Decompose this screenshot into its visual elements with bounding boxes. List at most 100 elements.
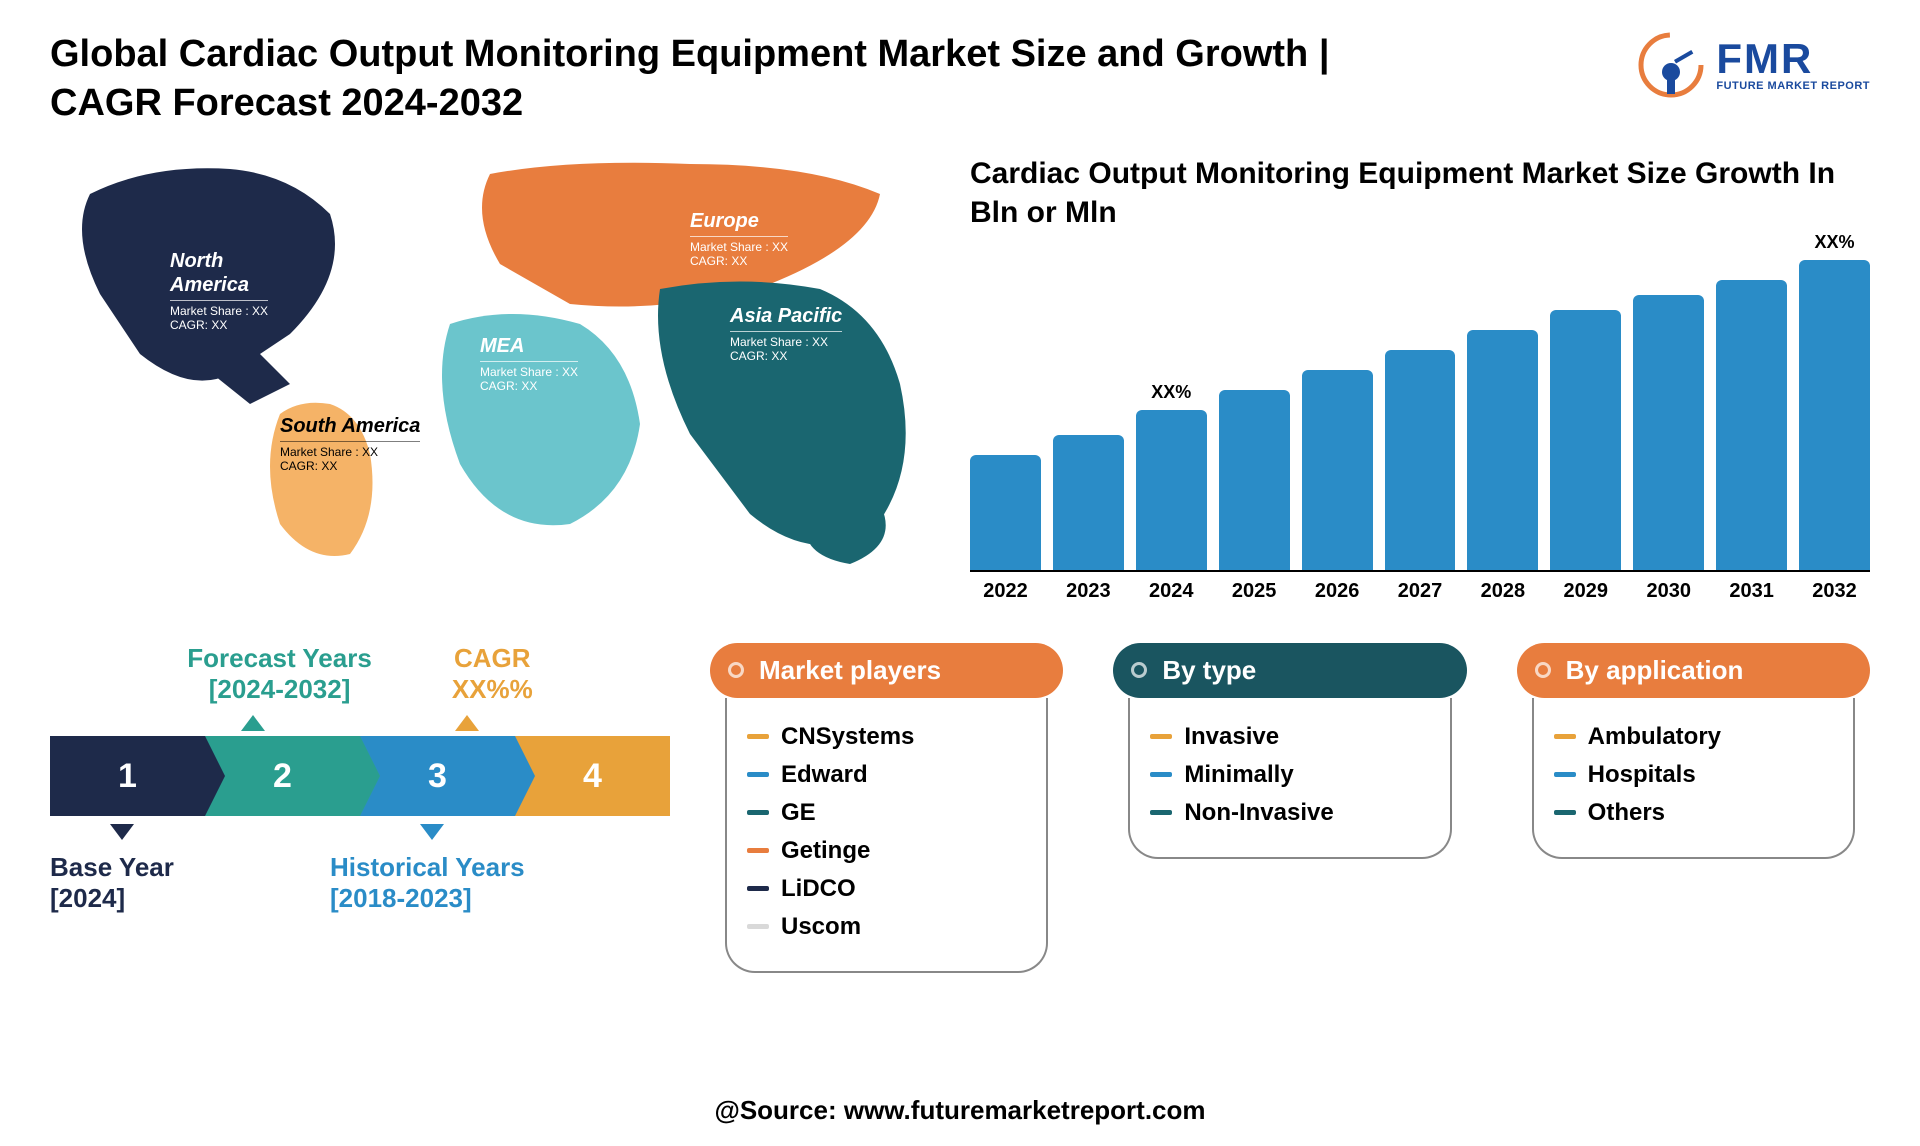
year-axis: 2022202320242025202620272028202920302031… bbox=[970, 580, 1870, 603]
arrow-up-icon bbox=[455, 715, 479, 731]
category-item-label: GE bbox=[781, 799, 816, 827]
category-item-label: Others bbox=[1588, 799, 1665, 827]
region-label-eu: EuropeMarket Share : XXCAGR: XX bbox=[690, 209, 788, 269]
bar-rect bbox=[1385, 350, 1456, 570]
marker-icon bbox=[747, 810, 769, 815]
region-cagr: CAGR: XX bbox=[690, 254, 788, 268]
category-header-text: By application bbox=[1566, 655, 1744, 686]
category-item-label: Getinge bbox=[781, 837, 870, 865]
year-label: 2030 bbox=[1633, 580, 1704, 603]
bar-rect bbox=[1799, 260, 1870, 570]
region-name: Asia Pacific bbox=[730, 304, 842, 328]
marker-icon bbox=[1554, 772, 1576, 777]
region-cagr: CAGR: XX bbox=[480, 379, 578, 393]
timeline-top-label-0: Forecast Years[2024-2032] bbox=[187, 643, 372, 705]
year-label: 2028 bbox=[1467, 580, 1538, 603]
timeline-segment-2: 2 bbox=[205, 736, 360, 816]
category-item-label: CNSystems bbox=[781, 723, 914, 751]
marker-icon bbox=[1150, 734, 1172, 739]
timeline: Forecast Years[2024-2032] CAGRXX%% 1234 Bas… bbox=[50, 643, 670, 973]
category-header-text: Market players bbox=[759, 655, 941, 686]
marker-icon bbox=[747, 924, 769, 929]
bar-rect bbox=[1716, 280, 1787, 570]
category-body: Invasive Minimally Non-Invasive bbox=[1128, 698, 1451, 859]
bar-rect bbox=[1219, 390, 1290, 570]
category-item-label: Uscom bbox=[781, 913, 861, 941]
header: Global Cardiac Output Monitoring Equipme… bbox=[50, 30, 1870, 129]
timeline-top-label-1: CAGRXX%% bbox=[452, 643, 533, 705]
source-attribution: @Source: www.futuremarketreport.com bbox=[714, 1095, 1205, 1126]
bar-2031 bbox=[1716, 280, 1787, 570]
category-item: Non-Invasive bbox=[1150, 799, 1429, 827]
bar-2024: XX% bbox=[1136, 410, 1207, 570]
bar-rect bbox=[1550, 310, 1621, 570]
region-cagr: CAGR: XX bbox=[280, 459, 420, 473]
category-item-label: Minimally bbox=[1184, 761, 1293, 789]
marker-icon bbox=[747, 734, 769, 739]
timeline-segment-4: 4 bbox=[515, 736, 670, 816]
year-label: 2025 bbox=[1219, 580, 1290, 603]
logo-sub-text: FUTURE MARKET REPORT bbox=[1716, 80, 1870, 92]
category-item-label: Edward bbox=[781, 761, 868, 789]
marker-icon bbox=[1150, 810, 1172, 815]
marker-icon bbox=[747, 886, 769, 891]
timeline-bottom-label-0: Base Year[2024] bbox=[50, 852, 174, 914]
bar-2023 bbox=[1053, 435, 1124, 570]
category-2: By application AmbulatoryHospitalsOthers bbox=[1517, 643, 1870, 973]
category-item: Minimally bbox=[1150, 761, 1429, 789]
timeline-segment-1: 1 bbox=[50, 736, 205, 816]
timeline-segment-3: 3 bbox=[360, 736, 515, 816]
arrow-down-icon bbox=[110, 824, 134, 840]
category-item: LiDCO bbox=[747, 875, 1026, 903]
bullet-icon bbox=[1131, 662, 1147, 678]
bar-label: XX% bbox=[1151, 382, 1191, 403]
region-name: South America bbox=[280, 414, 420, 438]
bar-2030 bbox=[1633, 295, 1704, 570]
category-body: CNSystems Edward GE Getinge LiDCO Uscom bbox=[725, 698, 1048, 973]
category-item: Edward bbox=[747, 761, 1026, 789]
category-item-label: LiDCO bbox=[781, 875, 856, 903]
region-share: Market Share : XX bbox=[730, 335, 842, 349]
bullet-icon bbox=[1535, 662, 1551, 678]
chart-area: Cardiac Output Monitoring Equipment Mark… bbox=[970, 154, 1870, 603]
bullet-icon bbox=[728, 662, 744, 678]
year-label: 2029 bbox=[1550, 580, 1621, 603]
bar-2027 bbox=[1385, 350, 1456, 570]
marker-icon bbox=[1554, 734, 1576, 739]
category-header-text: By type bbox=[1162, 655, 1256, 686]
region-label-na: NorthAmerica Market Share : XXCAGR: XX bbox=[170, 249, 268, 333]
region-share: Market Share : XX bbox=[280, 445, 420, 459]
category-item-label: Ambulatory bbox=[1588, 723, 1721, 751]
lower-section: Forecast Years[2024-2032] CAGRXX%% 1234 Bas… bbox=[50, 643, 1870, 973]
region-share: Market Share : XX bbox=[170, 304, 268, 318]
region-share: Market Share : XX bbox=[690, 240, 788, 254]
world-map: NorthAmericaMarket Share : XXCAGR: XXSou… bbox=[50, 154, 930, 574]
category-item: Others bbox=[1554, 799, 1833, 827]
upper-section: NorthAmericaMarket Share : XXCAGR: XXSou… bbox=[50, 154, 1870, 603]
category-item: CNSystems bbox=[747, 723, 1026, 751]
region-cagr: CAGR: XX bbox=[170, 318, 268, 332]
category-1: By type Invasive Minimally Non-Invasive bbox=[1113, 643, 1466, 973]
bar-rect bbox=[1136, 410, 1207, 570]
region-name: MEA bbox=[480, 334, 578, 358]
category-body: AmbulatoryHospitalsOthers bbox=[1532, 698, 1855, 859]
category-header: By type bbox=[1113, 643, 1466, 698]
category-item: Invasive bbox=[1150, 723, 1429, 751]
bar-chart: XX% XX% bbox=[970, 252, 1870, 572]
category-item-label: Non-Invasive bbox=[1184, 799, 1333, 827]
year-label: 2022 bbox=[970, 580, 1041, 603]
category-header: By application bbox=[1517, 643, 1870, 698]
region-name: NorthAmerica bbox=[170, 249, 268, 297]
bar-label: XX% bbox=[1815, 232, 1855, 253]
region-label-ap: Asia PacificMarket Share : XXCAGR: XX bbox=[730, 304, 842, 364]
category-0: Market players CNSystems Edward GE Getinge Li… bbox=[710, 643, 1063, 973]
region-label-sa: South America Market Share : XXCAGR: XX bbox=[280, 414, 420, 474]
arrow-down-icon bbox=[420, 824, 444, 840]
bar-rect bbox=[1467, 330, 1538, 570]
bar-2025 bbox=[1219, 390, 1290, 570]
category-item: Uscom bbox=[747, 913, 1026, 941]
category-item: Getinge bbox=[747, 837, 1026, 865]
marker-icon bbox=[1554, 810, 1576, 815]
bar-rect bbox=[1053, 435, 1124, 570]
region-share: Market Share : XX bbox=[480, 365, 578, 379]
